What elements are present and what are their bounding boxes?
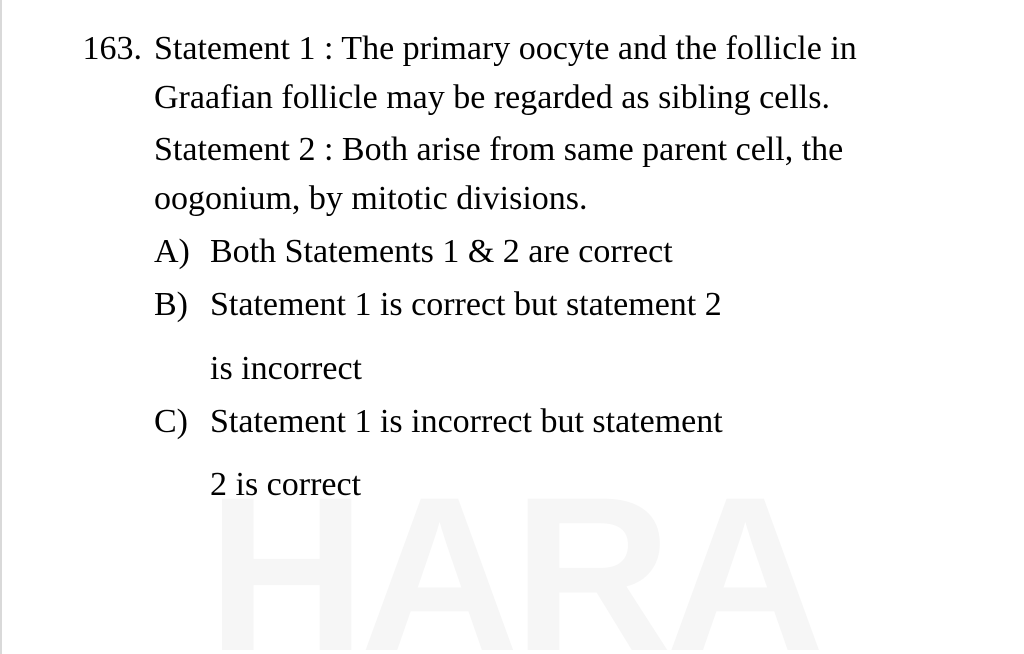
option-b: B) Statement 1 is correct but statement … (154, 280, 984, 393)
option-text: Statement 1 is correct but statement 2 i… (210, 280, 984, 393)
question-block: 163. Statement 1 : The primary oocyte an… (42, 24, 984, 510)
question-number: 163. (42, 24, 154, 73)
question-body: Statement 1 : The primary oocyte and the… (154, 24, 984, 510)
option-text-line2: is incorrect (210, 344, 984, 393)
option-text-line1: Statement 1 is incorrect but statement (210, 403, 723, 440)
page: HARA 163. Statement 1 : The primary oocy… (0, 0, 1024, 654)
option-text: Statement 1 is incorrect but statement 2… (210, 397, 984, 510)
statement-2: Statement 2 : Both arise from same paren… (154, 125, 984, 224)
options-list: A) Both Statements 1 & 2 are correct B) … (154, 227, 984, 509)
option-a: A) Both Statements 1 & 2 are correct (154, 227, 984, 276)
option-text-line1: Statement 1 is correct but statement 2 (210, 286, 722, 323)
option-label: B) (154, 280, 210, 329)
option-c: C) Statement 1 is incorrect but statemen… (154, 397, 984, 510)
option-text-line2: 2 is correct (210, 460, 984, 509)
option-text-line1: Both Statements 1 & 2 are correct (210, 233, 673, 270)
option-label: C) (154, 397, 210, 446)
option-label: A) (154, 227, 210, 276)
option-text: Both Statements 1 & 2 are correct (210, 227, 984, 276)
statement-1: Statement 1 : The primary oocyte and the… (154, 24, 984, 123)
